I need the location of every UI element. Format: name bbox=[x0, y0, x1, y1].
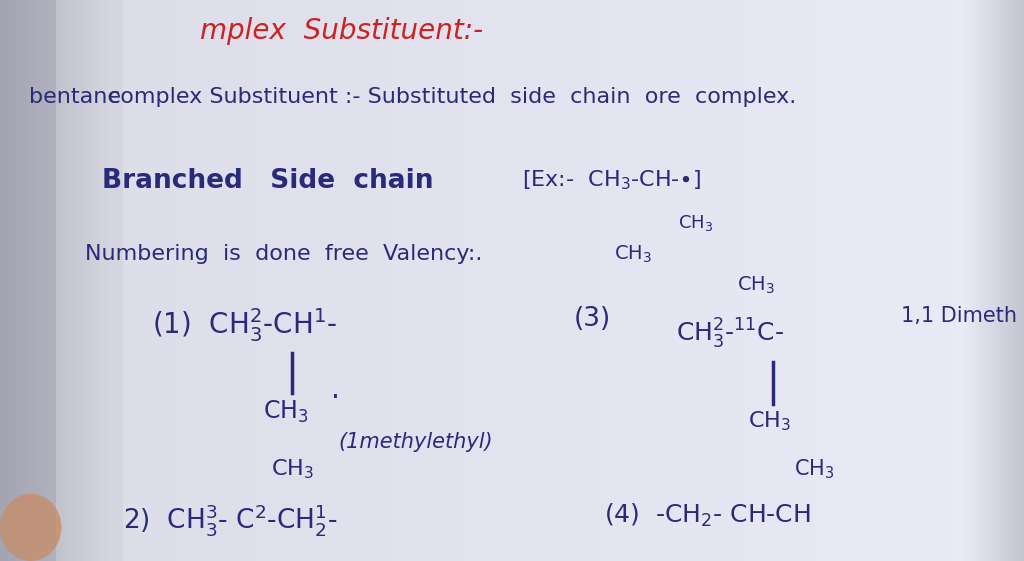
Text: (1)  CH$_3^2$-CH$^1$-: (1) CH$_3^2$-CH$^1$- bbox=[152, 306, 337, 344]
Text: 2)  CH$_3^3$- C$^2$-CH$_2^1$-: 2) CH$_3^3$- C$^2$-CH$_2^1$- bbox=[123, 502, 338, 538]
Text: Branched   Side  chain: Branched Side chain bbox=[102, 168, 434, 194]
Text: .: . bbox=[331, 376, 340, 404]
Text: CH$_3$: CH$_3$ bbox=[794, 457, 835, 481]
Text: (1methylethyl): (1methylethyl) bbox=[338, 432, 493, 452]
Text: complex Substituent :- Substituted  side  chain  ore  complex.: complex Substituent :- Substituted side … bbox=[108, 87, 796, 107]
Text: Numbering  is  done  free  Valency:.: Numbering is done free Valency:. bbox=[85, 244, 482, 264]
Text: CH$_3$: CH$_3$ bbox=[271, 457, 314, 481]
Text: $[$Ex:-  CH$_3$-CH-$\bullet$$]$: $[$Ex:- CH$_3$-CH-$\bullet$$]$ bbox=[522, 168, 701, 192]
Text: (4)  -CH$_2$- CH-CH: (4) -CH$_2$- CH-CH bbox=[604, 502, 811, 529]
Ellipse shape bbox=[0, 494, 61, 561]
Text: bentane: bentane bbox=[29, 87, 121, 107]
Text: CH$_3^2$-$^{11}$C-: CH$_3^2$-$^{11}$C- bbox=[676, 317, 783, 351]
Text: mplex  Substituent:-: mplex Substituent:- bbox=[200, 17, 482, 45]
Text: (3): (3) bbox=[573, 306, 610, 332]
Text: CH$_3$: CH$_3$ bbox=[263, 398, 309, 425]
Text: CH$_3$: CH$_3$ bbox=[737, 275, 775, 296]
Bar bbox=[0, 0, 56, 561]
Text: CH$_3$: CH$_3$ bbox=[678, 213, 713, 233]
Text: 1,1 Dimeth: 1,1 Dimeth bbox=[901, 306, 1017, 326]
Text: CH$_3$: CH$_3$ bbox=[614, 244, 652, 265]
Text: CH$_3$: CH$_3$ bbox=[748, 410, 791, 433]
